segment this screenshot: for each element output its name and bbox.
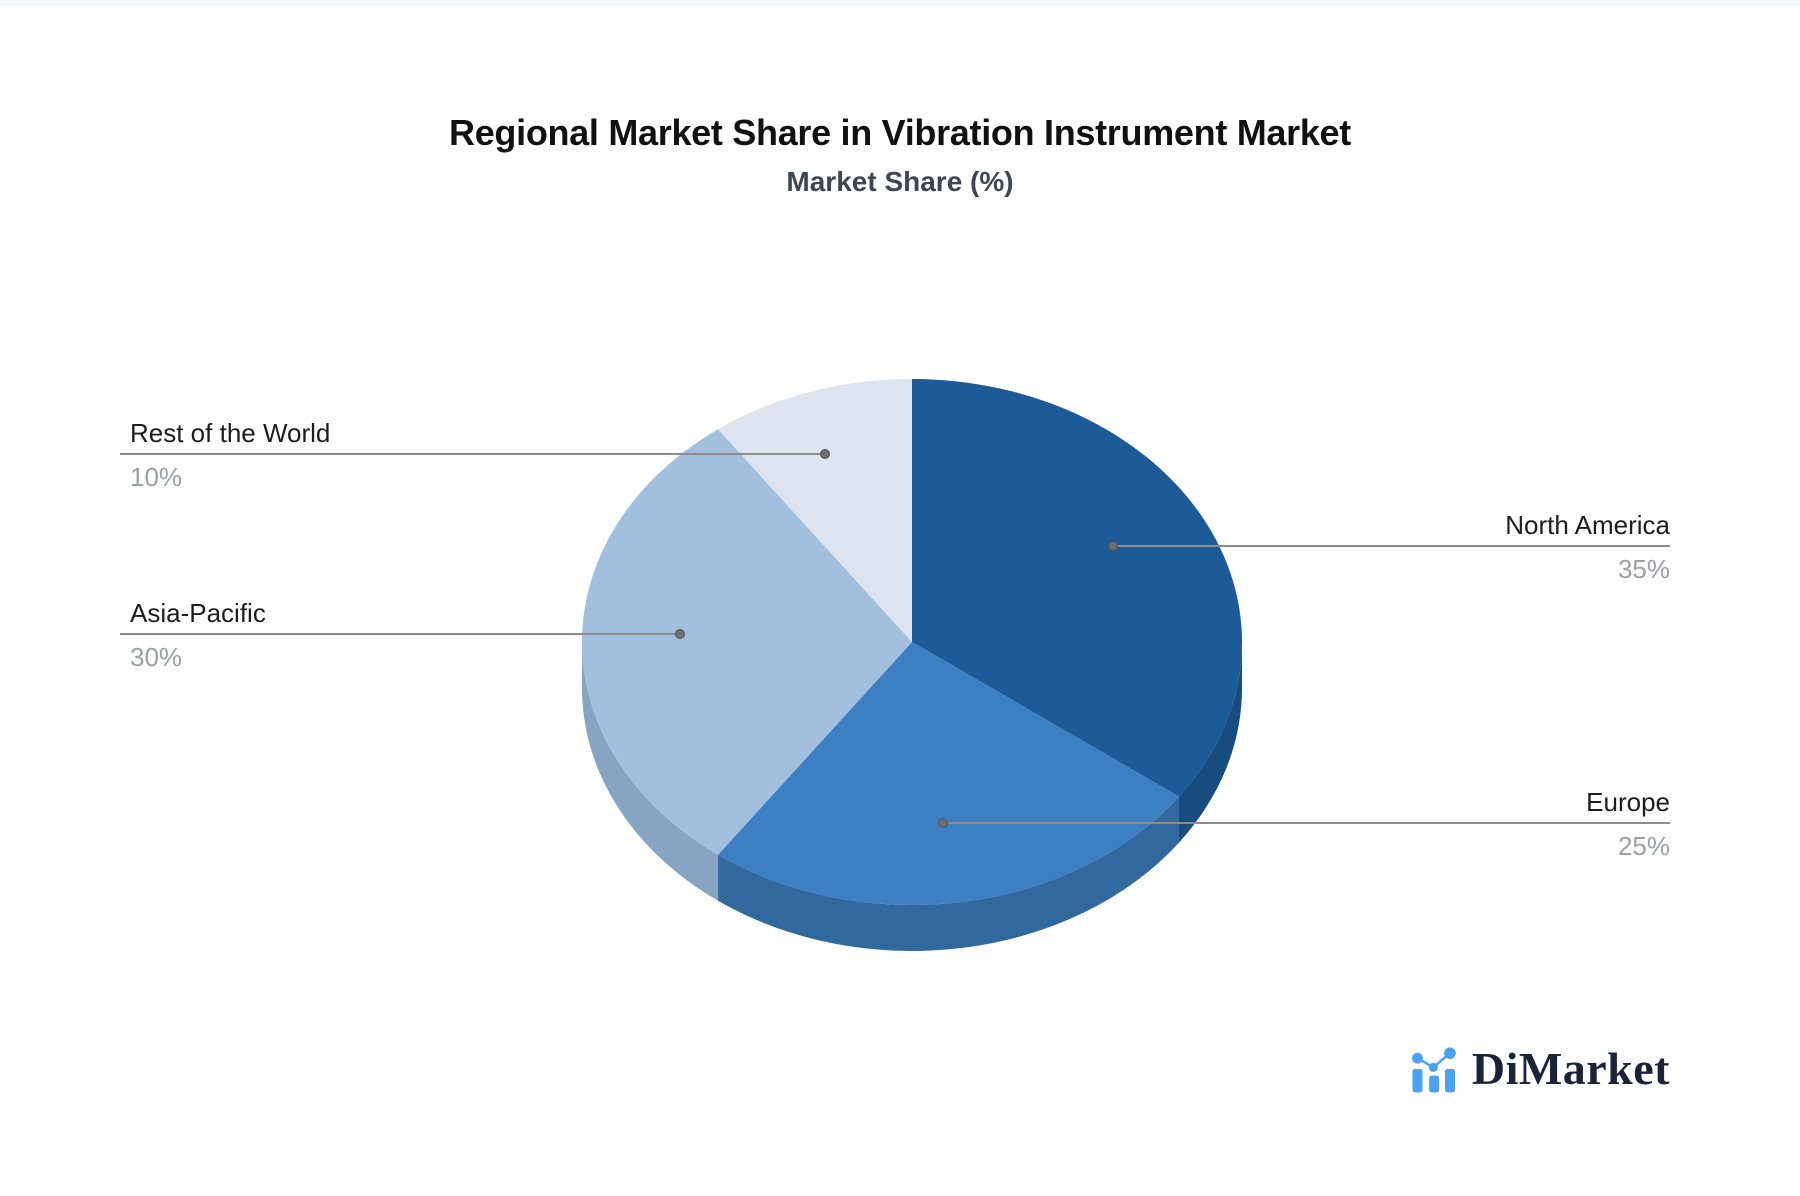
dimarket-logo: DiMarket [1410, 1042, 1670, 1095]
bar-line-chart-icon [1411, 1046, 1456, 1092]
top-strip [0, 0, 1800, 5]
pie-slice-north-america [912, 379, 1242, 797]
callout-asia-pacific: Asia-Pacific 30% [130, 598, 266, 672]
slice-label: Europe [1586, 787, 1670, 817]
callout-north-america: North America 35% [1505, 510, 1670, 584]
slice-label: Rest of the World [130, 418, 331, 448]
logo-text: DiMarket [1471, 1043, 1670, 1094]
leader-dot-rest-of-the-world [820, 449, 830, 459]
callout-rest-of-the-world: Rest of the World 10% [130, 418, 330, 492]
callout-europe: Europe 25% [1586, 787, 1670, 861]
pie-slice-asia-pacific [581, 429, 912, 855]
slice-value: 30% [130, 642, 183, 672]
leader-dot-europe [938, 818, 948, 828]
chart-subtitle: Market Share (%) [786, 166, 1014, 197]
leader-dot-north-america [1108, 541, 1118, 551]
slice-label: Asia-Pacific [130, 598, 266, 628]
pie-slice-side-north-america [1178, 642, 1242, 843]
slice-value: 25% [1617, 831, 1670, 861]
pie-slice-side-asia-pacific [582, 642, 719, 901]
chart-title: Regional Market Share in Vibration Instr… [449, 112, 1351, 153]
leader-dot-asia-pacific [675, 629, 685, 639]
pie-slice-europe [718, 642, 1179, 906]
slice-value: 35% [1617, 554, 1670, 584]
pie-slice-side-europe [718, 796, 1179, 951]
pie-slice-rest-of-the-world [718, 379, 912, 642]
slice-label: North America [1505, 510, 1670, 540]
slice-value: 10% [130, 462, 183, 492]
